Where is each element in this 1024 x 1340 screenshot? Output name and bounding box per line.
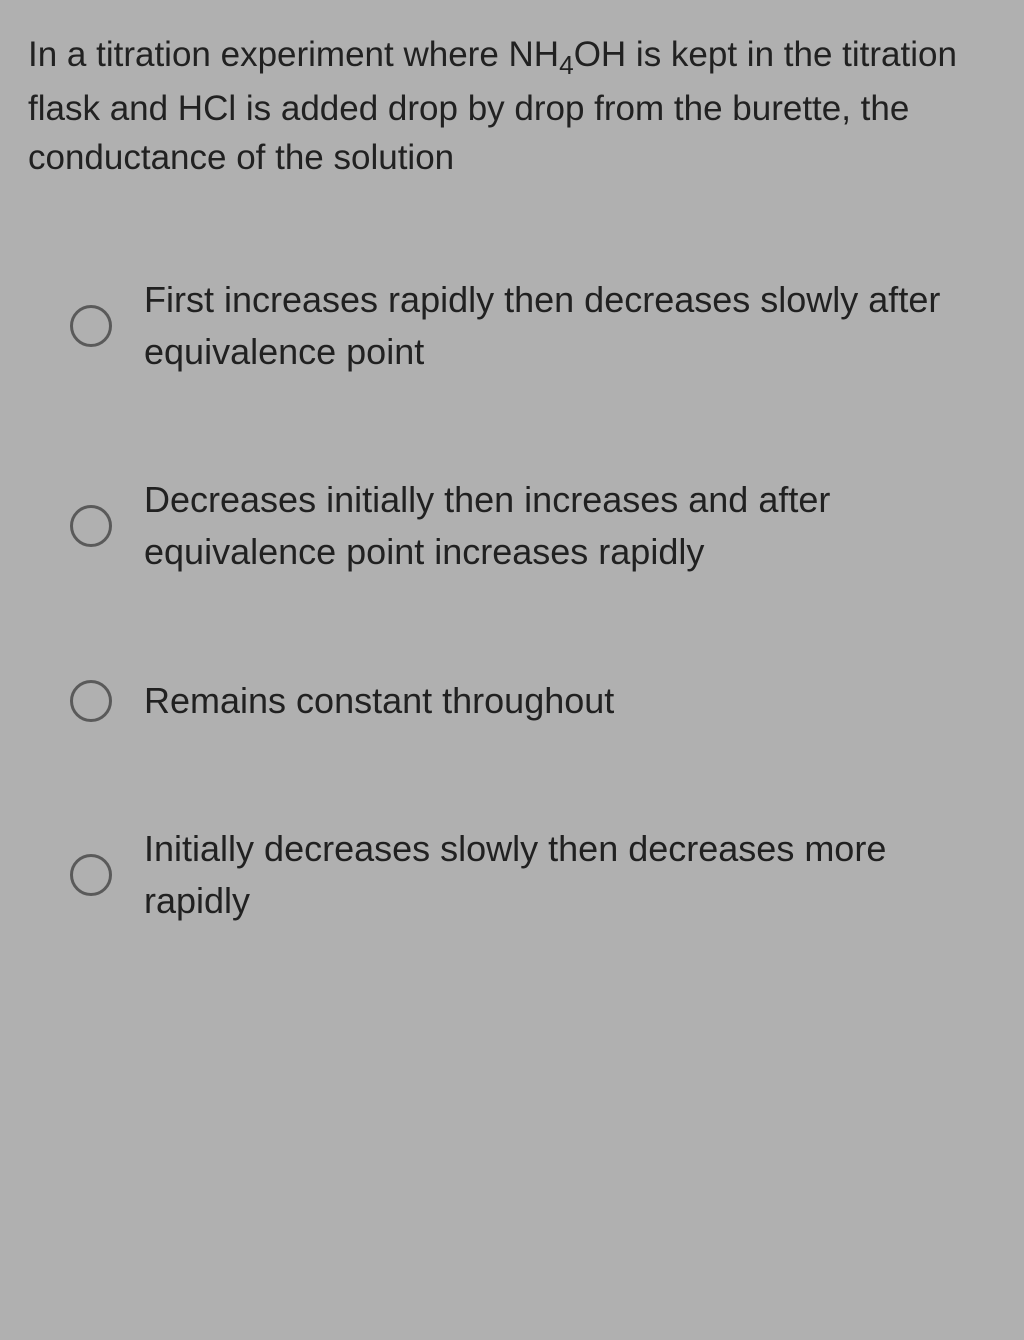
option-4-text: Initially decreases slowly then decrease… — [144, 823, 996, 927]
question-text: In a titration experiment where NH4OH is… — [28, 30, 996, 182]
radio-icon[interactable] — [70, 680, 112, 722]
option-1-text: First increases rapidly then decreases s… — [144, 274, 996, 378]
radio-icon[interactable] — [70, 854, 112, 896]
radio-icon[interactable] — [70, 305, 112, 347]
option-3-text: Remains constant throughout — [144, 675, 614, 727]
question-fragment-1: In a titration experiment where NH — [28, 35, 559, 74]
option-4[interactable]: Initially decreases slowly then decrease… — [28, 823, 996, 927]
option-3[interactable]: Remains constant throughout — [28, 675, 996, 727]
radio-icon[interactable] — [70, 505, 112, 547]
option-2[interactable]: Decreases initially then increases and a… — [28, 474, 996, 578]
question-subscript-1: 4 — [559, 50, 574, 80]
option-2-text: Decreases initially then increases and a… — [144, 474, 996, 578]
question-fragment-1b: OH is kept in the — [574, 35, 833, 74]
option-1[interactable]: First increases rapidly then decreases s… — [28, 274, 996, 378]
